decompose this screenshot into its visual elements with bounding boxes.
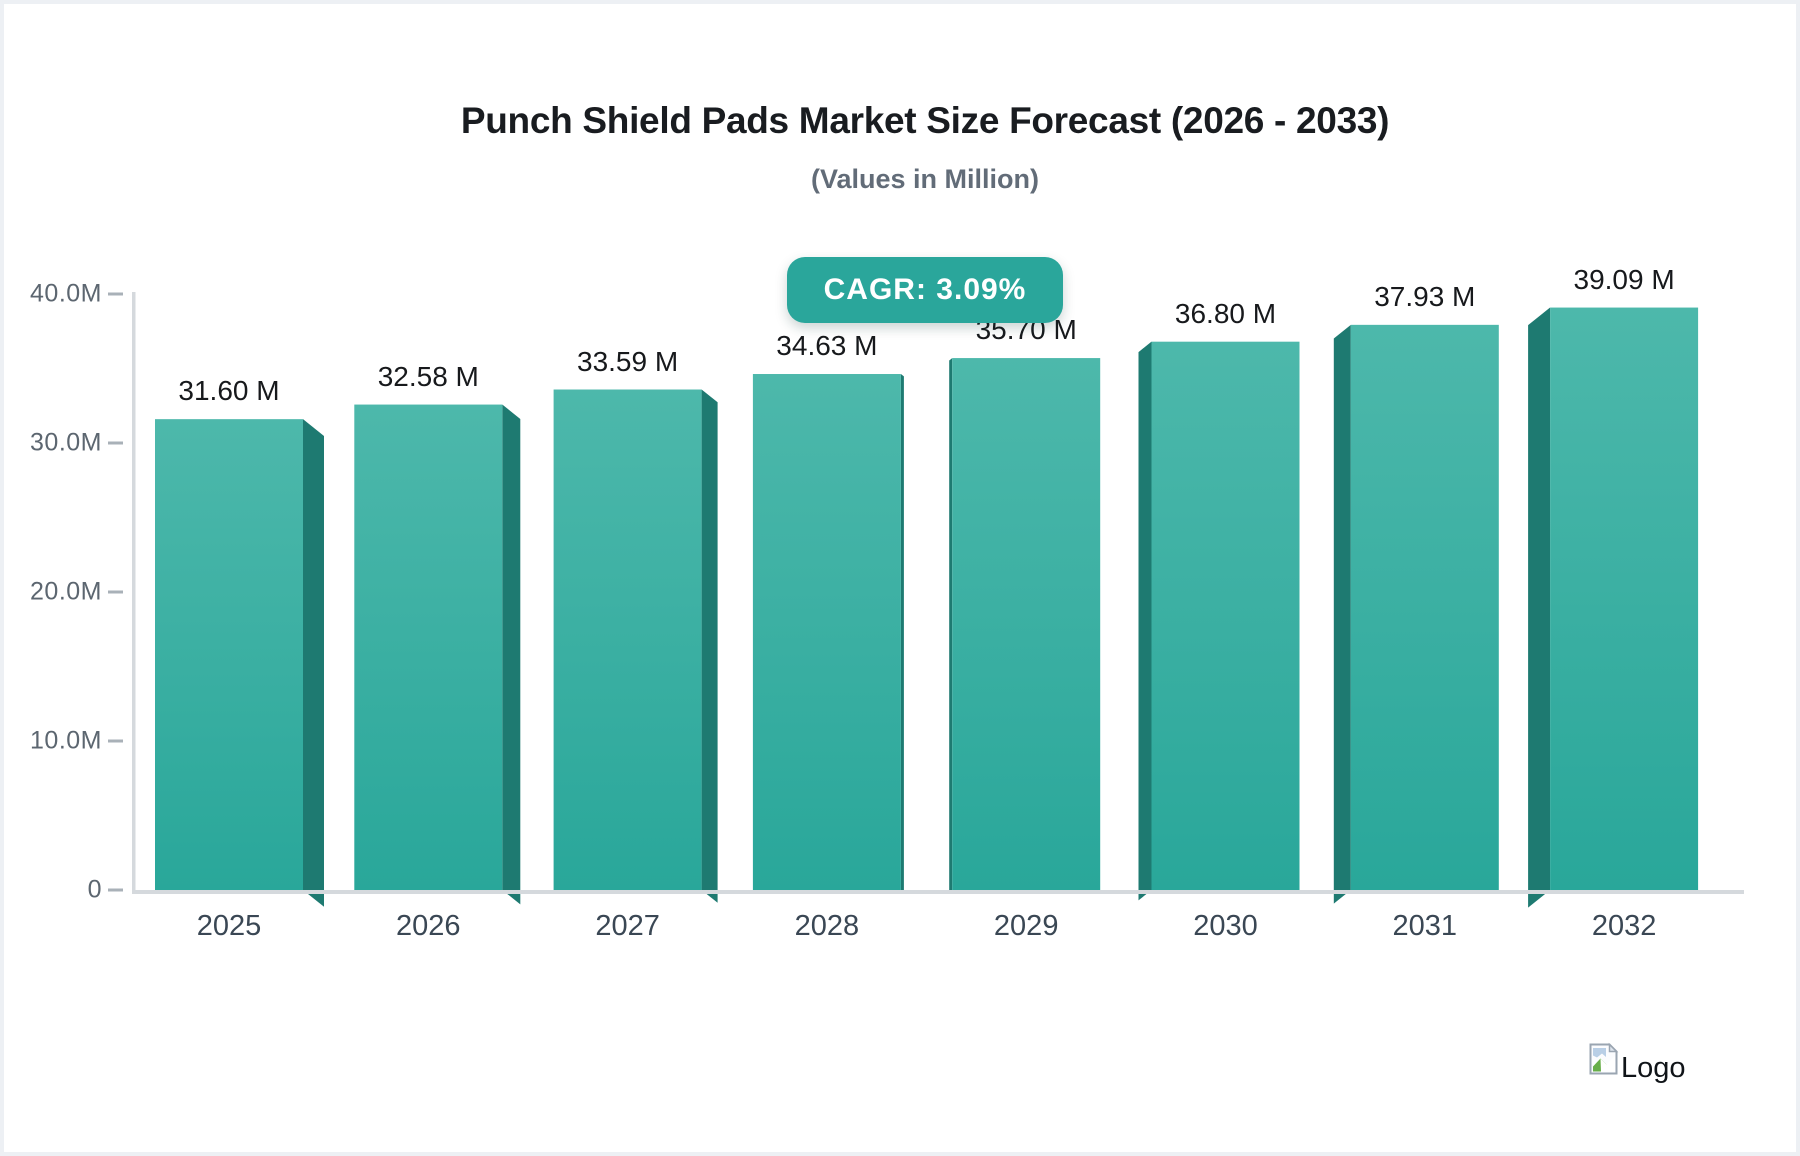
bar-2027[interactable] bbox=[553, 389, 702, 890]
y-tick-label-10.0M: 10.0M bbox=[30, 726, 102, 755]
bar-2029-side bbox=[949, 358, 953, 893]
bar-2026[interactable] bbox=[354, 404, 503, 890]
y-tick-dash bbox=[108, 888, 123, 892]
x-tick-label-2030: 2030 bbox=[1193, 910, 1258, 942]
chart-card: Punch Shield Pads Market Size Forecast (… bbox=[4, 4, 1796, 1152]
value-label-2028: 34.63 M bbox=[776, 330, 878, 361]
y-tick-label-20.0M: 20.0M bbox=[30, 577, 102, 606]
logo: Logo bbox=[1587, 1042, 1686, 1085]
y-tick-dash bbox=[108, 441, 123, 445]
x-tick-label-2025: 2025 bbox=[196, 910, 262, 942]
cagr-badge-label: CAGR: 3.09% bbox=[823, 273, 1027, 306]
value-label-2026: 32.58 M bbox=[377, 360, 479, 392]
broken-image-icon bbox=[1587, 1042, 1620, 1076]
y-tick-dash bbox=[108, 590, 123, 594]
y-tick-label-40.0M: 40.0M bbox=[30, 279, 102, 308]
x-tick-label-2027: 2027 bbox=[595, 910, 660, 942]
x-tick-label-2029: 2029 bbox=[993, 910, 1059, 942]
y-tick-label-0: 0 bbox=[87, 875, 102, 904]
y-axis-line bbox=[132, 292, 136, 892]
x-tick-label-2031: 2031 bbox=[1392, 910, 1458, 942]
y-tick-label-30.0M: 30.0M bbox=[30, 428, 102, 457]
value-label-2027: 33.59 M bbox=[577, 345, 679, 377]
bar-2030-side bbox=[1138, 341, 1152, 901]
bar-2026-side bbox=[502, 404, 521, 905]
bar-2031[interactable] bbox=[1350, 324, 1499, 890]
bar-2027-side bbox=[701, 389, 718, 903]
bar-2029[interactable] bbox=[952, 358, 1101, 890]
bar-2030[interactable] bbox=[1151, 341, 1300, 890]
bar-2028-side bbox=[900, 374, 904, 893]
bar-2025-side bbox=[303, 419, 324, 907]
chart-subtitle: (Values in Million) bbox=[810, 164, 1040, 194]
bar-2032-side bbox=[1528, 307, 1551, 908]
bar-2028[interactable] bbox=[752, 374, 901, 890]
x-tick-label-2028: 2028 bbox=[794, 910, 860, 942]
bar-2025[interactable] bbox=[155, 419, 303, 890]
chart-title: Punch Shield Pads Market Size Forecast (… bbox=[460, 100, 1390, 141]
value-label-2025: 31.60 M bbox=[178, 375, 280, 407]
logo-text: Logo bbox=[1621, 1052, 1686, 1084]
y-tick-dash bbox=[108, 292, 123, 296]
x-axis-line bbox=[132, 890, 1744, 894]
bar-2031-side bbox=[1333, 324, 1351, 904]
y-tick-dash bbox=[108, 739, 123, 743]
bar-2032[interactable] bbox=[1550, 307, 1699, 891]
value-label-2030: 36.80 M bbox=[1174, 297, 1277, 329]
value-label-2032: 39.09 M bbox=[1573, 263, 1675, 295]
x-tick-label-2026: 2026 bbox=[396, 910, 461, 942]
bar-chart-plot: 0 10.0M 20.0M 30.0M 40.0M 31.60 M 2025 32.58 M 2… bbox=[4, 4, 1800, 1152]
value-label-2031: 37.93 M bbox=[1374, 280, 1476, 312]
cagr-badge: CAGR: 3.09% bbox=[787, 257, 1063, 323]
x-tick-label-2032: 2032 bbox=[1591, 910, 1657, 942]
